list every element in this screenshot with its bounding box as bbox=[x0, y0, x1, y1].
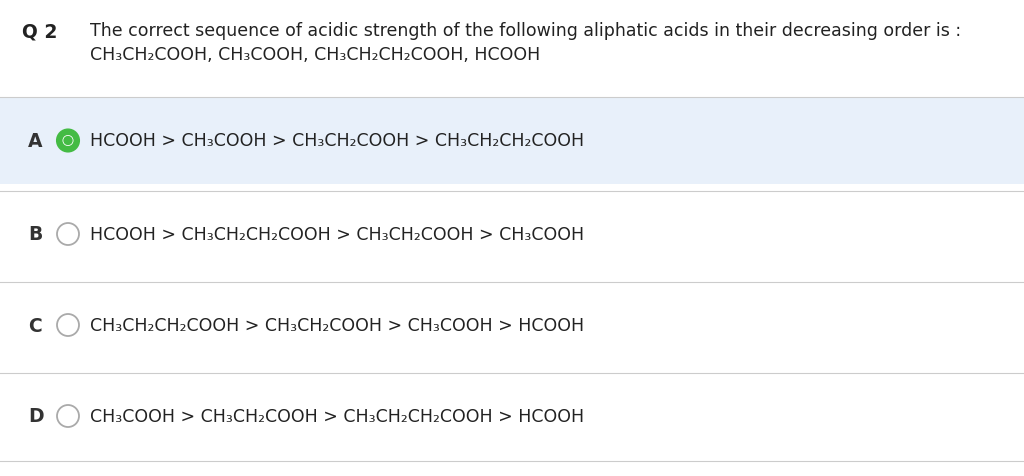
Text: HCOOH > CH₃CH₂CH₂COOH > CH₃CH₂COOH > CH₃COOH: HCOOH > CH₃CH₂CH₂COOH > CH₃CH₂COOH > CH₃… bbox=[90, 226, 584, 244]
Text: CH₃CH₂COOH, CH₃COOH, CH₃CH₂CH₂COOH, HCOOH: CH₃CH₂COOH, CH₃COOH, CH₃CH₂CH₂COOH, HCOO… bbox=[90, 46, 541, 64]
Text: A: A bbox=[28, 132, 43, 151]
Circle shape bbox=[63, 137, 73, 146]
Circle shape bbox=[62, 136, 74, 147]
Text: D: D bbox=[28, 407, 44, 426]
Text: CH₃COOH > CH₃CH₂COOH > CH₃CH₂CH₂COOH > HCOOH: CH₃COOH > CH₃CH₂COOH > CH₃CH₂CH₂COOH > H… bbox=[90, 407, 584, 425]
Text: C: C bbox=[28, 316, 42, 335]
FancyBboxPatch shape bbox=[0, 98, 1024, 185]
Text: Q 2: Q 2 bbox=[22, 22, 57, 41]
Circle shape bbox=[57, 130, 79, 152]
Text: B: B bbox=[28, 225, 42, 244]
Text: CH₃CH₂CH₂COOH > CH₃CH₂COOH > CH₃COOH > HCOOH: CH₃CH₂CH₂COOH > CH₃CH₂COOH > CH₃COOH > H… bbox=[90, 317, 584, 334]
Text: The correct sequence of acidic strength of the following aliphatic acids in thei: The correct sequence of acidic strength … bbox=[90, 22, 962, 40]
Text: HCOOH > CH₃COOH > CH₃CH₂COOH > CH₃CH₂CH₂COOH: HCOOH > CH₃COOH > CH₃CH₂COOH > CH₃CH₂CH₂… bbox=[90, 132, 584, 150]
